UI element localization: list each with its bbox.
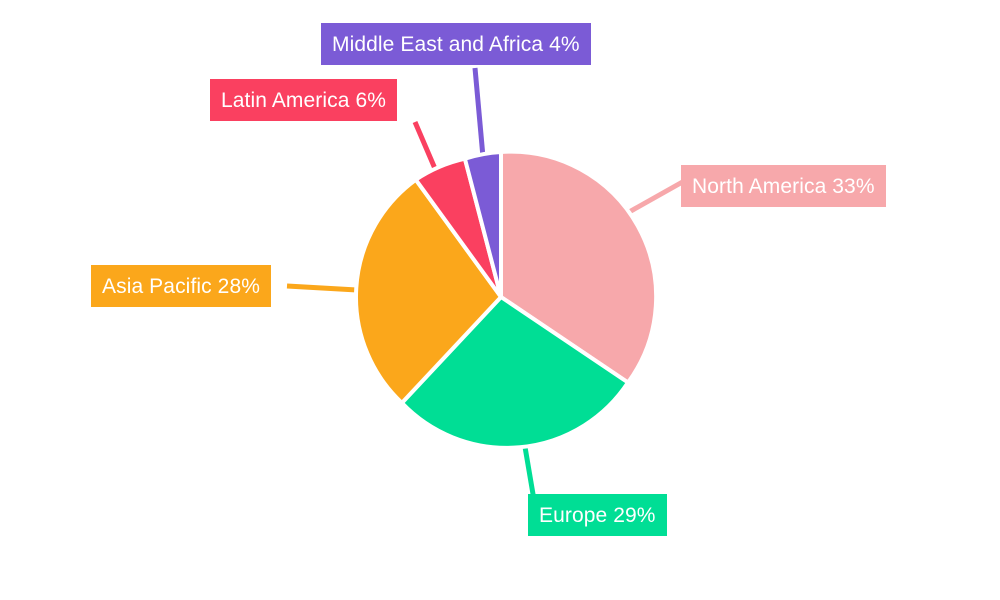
pie-slice-europe[interactable]	[399, 294, 631, 450]
pie-slices	[353, 149, 659, 450]
pie-slice-asia-pacific[interactable]	[353, 176, 504, 406]
leader-line-middle-east-africa	[472, 67, 486, 158]
pie-slice-middle-east-africa[interactable]	[462, 149, 503, 298]
pie-label-asia-pacific[interactable]: Asia Pacific 28%	[91, 265, 272, 307]
leader-line-asia-pacific	[286, 283, 358, 293]
leader-line-north-america	[620, 177, 688, 219]
pie-label-latin-america[interactable]: Latin America 6%	[210, 79, 398, 121]
pie-label-north-america[interactable]: North America 33%	[681, 165, 886, 207]
leader-line-europe	[521, 440, 537, 501]
pie-label-middle-east-africa[interactable]: Middle East and Africa 4%	[321, 23, 591, 65]
pie-label-europe[interactable]: Europe 29%	[528, 494, 667, 536]
pie-slice-north-america[interactable]	[499, 149, 659, 386]
